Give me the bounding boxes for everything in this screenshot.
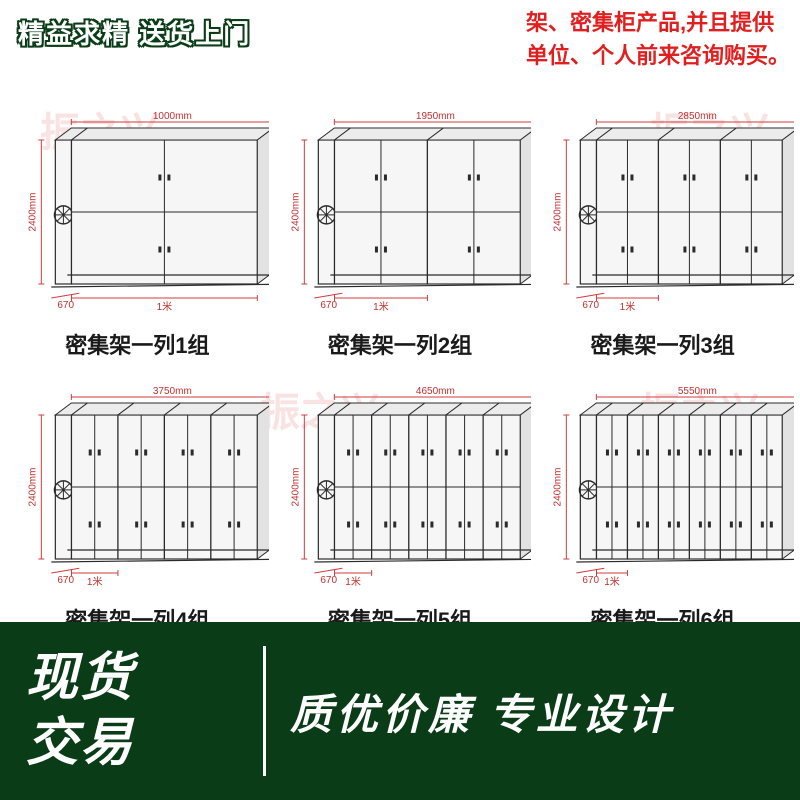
svg-text:670: 670 xyxy=(57,575,74,586)
top-red-line-1: 架、密集柜产品,并且提供 xyxy=(526,6,790,39)
svg-text:2400mm: 2400mm xyxy=(290,193,301,232)
cabinet-cell-5: 2400mm4650mm6701米 密集架一列5组 xyxy=(269,360,532,635)
cabinet-caption: 密集架一列1组 xyxy=(65,328,209,360)
bottom-left-line-2: 交易 xyxy=(26,711,255,776)
svg-text:2400mm: 2400mm xyxy=(27,193,38,232)
bottom-banner: 现货 交易 质优价廉 专业设计 xyxy=(0,622,800,800)
cabinet-diagram-6: 2400mm 5550mm 670 1米 xyxy=(531,387,794,597)
svg-text:4650mm: 4650mm xyxy=(416,387,455,397)
svg-text:2400mm: 2400mm xyxy=(553,193,564,232)
svg-text:670: 670 xyxy=(583,575,600,586)
cabinet-diagram-1: 2400mm 1000mm 670 1米 xyxy=(6,112,269,322)
cabinet-caption: 密集架一列3组 xyxy=(591,328,735,360)
cabinet-cell-3: 2400mm 2850mm 670 1米 密集架一列3组 xyxy=(531,85,794,360)
cabinet-caption: 密集架一列2组 xyxy=(328,328,472,360)
cabinet-diagram-4: 2400mm 3750mm 670 1米 xyxy=(6,387,269,597)
top-red-text-block: 架、密集柜产品,并且提供 单位、个人前来咨询购买。 xyxy=(526,6,790,72)
bottom-left-block: 现货 交易 xyxy=(0,646,255,776)
top-slogan: 精益求精 送货上门 xyxy=(18,14,251,51)
cabinet-cell-6: 2400mm5550mm6701米 密集架一列6组 xyxy=(531,360,794,635)
svg-text:1米: 1米 xyxy=(345,575,361,588)
svg-text:1米: 1米 xyxy=(373,300,389,313)
cabinet-cell-2: 2400mm 1950mm 670 1米 密集架一列2组 xyxy=(269,85,532,360)
cabinet-diagram-3: 2400mm 2850mm 670 1米 xyxy=(531,112,794,322)
cabinet-diagram-2: 2400mm 1950mm 670 1米 xyxy=(269,112,532,322)
svg-text:2400mm: 2400mm xyxy=(290,468,301,507)
diagram-grid: 2400mm 1000mm 670 1米 密集架一列1组 2400mm 1950mm 67… xyxy=(0,85,800,635)
svg-text:670: 670 xyxy=(320,575,337,586)
svg-text:1米: 1米 xyxy=(157,300,173,313)
svg-text:1米: 1米 xyxy=(87,575,103,588)
bottom-right-block: 质优价廉 专业设计 xyxy=(290,681,800,742)
svg-text:670: 670 xyxy=(583,300,600,311)
svg-text:1米: 1米 xyxy=(620,300,636,313)
bottom-left-line-1: 现货 xyxy=(26,646,255,711)
svg-text:2400mm: 2400mm xyxy=(553,468,564,507)
svg-text:2850mm: 2850mm xyxy=(678,112,717,122)
bottom-right-text: 质优价廉 专业设计 xyxy=(290,681,674,742)
page-root: 振之兴 振之兴 振之兴 振之兴 精益求精 送货上门 架、密集柜产品,并且提供 单… xyxy=(0,0,800,800)
svg-text:670: 670 xyxy=(320,300,337,311)
svg-text:2400mm: 2400mm xyxy=(27,468,38,507)
bottom-divider xyxy=(263,646,266,776)
svg-text:1950mm: 1950mm xyxy=(416,112,455,122)
cabinet-cell-1: 2400mm 1000mm 670 1米 密集架一列1组 xyxy=(6,85,269,360)
cabinet-cell-4: 2400mm3750mm6701米 密集架一列4组 xyxy=(6,360,269,635)
top-red-line-2: 单位、个人前来咨询购买。 xyxy=(526,39,790,72)
svg-text:1米: 1米 xyxy=(605,575,621,588)
svg-text:5550mm: 5550mm xyxy=(678,387,717,397)
cabinet-diagram-5: 2400mm 4650mm 670 1米 xyxy=(269,387,532,597)
svg-text:670: 670 xyxy=(57,300,74,311)
svg-text:3750mm: 3750mm xyxy=(153,387,192,397)
svg-text:1000mm: 1000mm xyxy=(153,112,192,122)
